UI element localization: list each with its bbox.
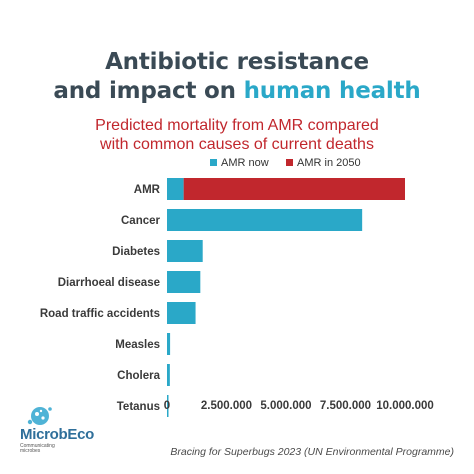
bar-future	[183, 178, 405, 200]
category-label: AMR	[134, 184, 161, 196]
legend-label-1: AMR in 2050	[297, 157, 361, 169]
title-line-2: and impact on human health	[0, 77, 474, 106]
title-line-2-text: and impact on	[53, 78, 244, 104]
title-accent: human health	[243, 78, 421, 104]
category-label: Road traffic accidents	[40, 308, 160, 320]
title-line-1: Antibiotic resistance	[105, 49, 369, 75]
x-tick-label: 10.000.000	[376, 400, 434, 412]
x-tick-label: 0	[164, 400, 170, 412]
category-label: Cholera	[117, 370, 160, 382]
bar-now	[167, 333, 171, 355]
bar-now	[167, 302, 196, 324]
legend-label-0: AMR now	[221, 157, 269, 169]
subtitle-line-1: Predicted mortality from AMR compared	[95, 117, 379, 134]
bar-now	[167, 240, 203, 262]
category-label: Diabetes	[112, 246, 160, 258]
subtitle-line-2: with common causes of current deaths	[100, 136, 374, 153]
source-note: Bracing for Superbugs 2023 (UN Environme…	[170, 446, 454, 458]
legend-swatch-1	[286, 159, 293, 166]
bar-now	[167, 364, 170, 386]
bar-now	[167, 271, 201, 293]
microbe-icon	[27, 407, 52, 425]
category-label: Measles	[115, 339, 160, 351]
category-label: Tetanus	[117, 401, 160, 413]
bar-now	[167, 209, 363, 231]
x-tick-label: 5.000.000	[260, 400, 311, 412]
logo-tagline: Communicating microbes	[20, 443, 55, 454]
legend-swatch-0	[210, 159, 217, 166]
bar-now	[167, 395, 169, 417]
x-tick-label: 7.500.000	[320, 400, 371, 412]
x-tick-label: 2.500.000	[201, 400, 252, 412]
bar-now	[167, 178, 184, 200]
chart-subtitle: Predicted mortality from AMR compared wi…	[0, 116, 474, 154]
chart-title: Antibiotic resistance and impact on huma…	[0, 48, 474, 106]
logo-name: MicrobEco	[20, 426, 94, 443]
category-label: Cancer	[121, 215, 161, 227]
category-label: Diarrhoeal disease	[58, 277, 160, 289]
